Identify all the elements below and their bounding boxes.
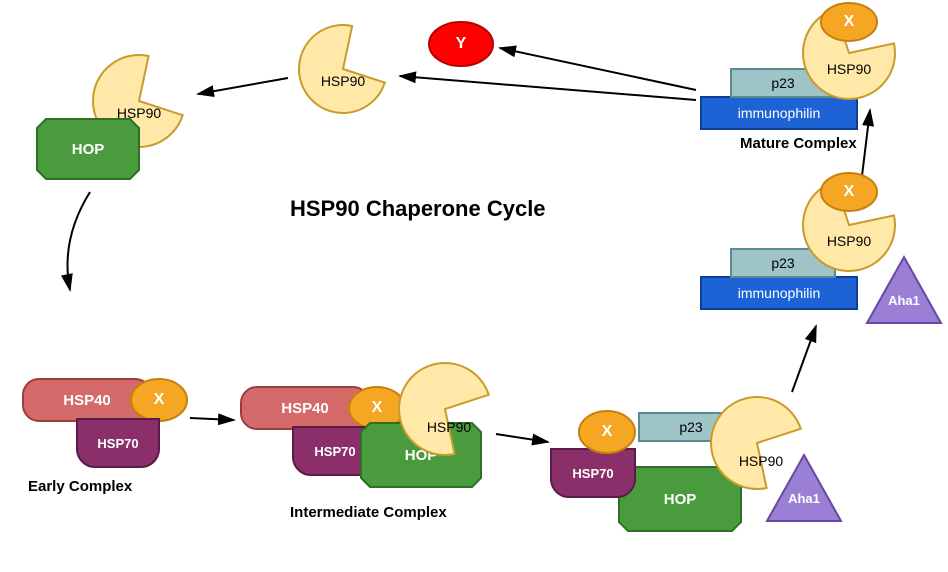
node-label-early-x: X: [154, 391, 165, 409]
caption-mature: Mature Complex: [740, 135, 857, 152]
node-mature-immuno: immunophilin: [700, 96, 858, 130]
node-label-bigmid-p23: p23: [679, 419, 702, 435]
arrow-arr-topcenter-to-topleft: [198, 78, 288, 94]
node-label-upmid-x: X: [844, 183, 855, 201]
node-label-upmid-p23: p23: [771, 255, 794, 271]
node-label-bigmid-x: X: [602, 423, 613, 441]
arrow-arr-topleft-to-early: [68, 192, 91, 290]
arrow-arr-mature-to-y: [500, 48, 696, 90]
diagram-title: HSP90 Chaperone Cycle: [290, 196, 546, 222]
node-label-upmid-hsp90: HSP90: [827, 233, 871, 249]
node-hop-topleft: HOP: [36, 118, 140, 180]
node-inter-hsp90: HSP90: [398, 362, 492, 456]
caption-intermediate: Intermediate Complex: [290, 504, 447, 521]
node-label-mature-hsp90: HSP90: [827, 61, 871, 77]
node-label-inter-hsp90: HSP90: [427, 419, 471, 435]
node-y-red: Y: [428, 21, 494, 67]
arrow-arr-bigmid-to-upmid: [792, 326, 816, 392]
node-label-upmid-immuno: immunophilin: [738, 285, 820, 301]
node-early-x: X: [130, 378, 188, 422]
arrow-arr-inter-to-bigmid: [496, 434, 548, 442]
arrow-arr-early-to-inter: [190, 418, 234, 420]
node-label-inter-x: X: [372, 399, 383, 417]
node-label-bigmid-hsp70: HSP70: [572, 466, 613, 481]
node-bigmid-hsp90: HSP90: [710, 396, 804, 490]
arrow-arr-upmid-to-mature: [862, 110, 870, 176]
node-label-bigmid-aha1: Aha1: [788, 491, 820, 506]
node-early-hsp70: HSP70: [76, 418, 160, 468]
node-bigmid-hsp70: HSP70: [550, 448, 636, 498]
node-label-hsp90-top-center: HSP90: [321, 73, 365, 89]
node-label-hop-topleft: HOP: [72, 141, 105, 158]
node-label-y-red: Y: [456, 35, 467, 53]
arrow-arr-mature-to-hsp90: [400, 76, 696, 100]
node-hsp90-top-center: HSP90: [298, 24, 388, 114]
node-label-bigmid-hop: HOP: [664, 491, 697, 508]
node-label-mature-immuno: immunophilin: [738, 105, 820, 121]
node-upmid-x: X: [820, 172, 878, 212]
node-label-mature-p23: p23: [771, 75, 794, 91]
node-label-inter-hsp70: HSP70: [314, 444, 355, 459]
node-label-early-hsp40: HSP40: [63, 392, 111, 409]
node-label-inter-hsp40: HSP40: [281, 400, 329, 417]
node-label-bigmid-hsp90: HSP90: [739, 453, 783, 469]
node-bigmid-x: X: [578, 410, 636, 454]
caption-early: Early Complex: [28, 478, 132, 495]
node-mature-x: X: [820, 2, 878, 42]
node-upmid-immuno: immunophilin: [700, 276, 858, 310]
node-label-mature-x: X: [844, 13, 855, 31]
node-label-early-hsp70: HSP70: [97, 436, 138, 451]
node-label-upmid-aha1: Aha1: [888, 293, 920, 308]
